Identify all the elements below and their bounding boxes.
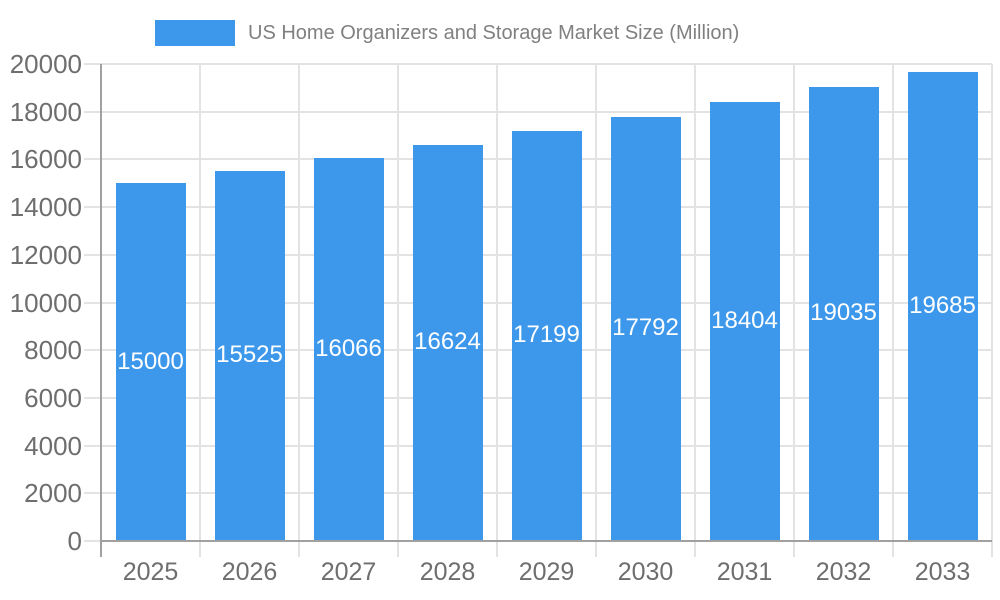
bar-2029[interactable]: 17199 (511, 130, 582, 540)
x-axis-tick (694, 541, 696, 557)
gridline-vertical (298, 64, 300, 541)
bar-value-label: 19035 (810, 299, 877, 327)
x-axis-tick (892, 541, 894, 557)
x-axis-tick (199, 541, 201, 557)
gridline-vertical (991, 64, 993, 541)
x-axis-tick (793, 541, 795, 557)
bar-2031[interactable]: 18404 (709, 102, 780, 540)
x-axis-label: 2028 (419, 558, 476, 586)
x-axis-label: 2030 (617, 558, 674, 586)
gridline-vertical (397, 64, 399, 541)
x-axis-tick (991, 541, 993, 557)
bar-value-label: 17199 (513, 321, 580, 349)
x-axis-tick (397, 541, 399, 557)
x-axis-label: 2032 (815, 558, 872, 586)
bar-2028[interactable]: 16624 (412, 144, 483, 540)
x-axis-label: 2031 (716, 558, 773, 586)
bar-2027[interactable]: 16066 (313, 157, 384, 540)
y-axis-tick (84, 540, 101, 542)
gridline-vertical (694, 64, 696, 541)
x-axis-label: 2029 (518, 558, 575, 586)
legend-item[interactable]: US Home Organizers and Storage Market Si… (155, 19, 739, 47)
x-axis-label: 2026 (221, 558, 278, 586)
x-axis-label: 2027 (320, 558, 377, 586)
bar-2025[interactable]: 15000 (115, 183, 186, 540)
bar-value-label: 19685 (909, 291, 976, 319)
x-axis-label: 2033 (914, 558, 971, 586)
y-axis-label: 6000 (24, 382, 82, 413)
bar-value-label: 17792 (612, 314, 679, 342)
y-axis-label: 8000 (24, 335, 82, 366)
y-axis-label: 2000 (24, 478, 82, 509)
bar-value-label: 15000 (117, 347, 184, 375)
bar-value-label: 16624 (414, 328, 481, 356)
bar-2032[interactable]: 19035 (808, 87, 879, 540)
x-axis-line (101, 540, 992, 542)
y-axis-label: 20000 (9, 49, 82, 79)
gridline-vertical (595, 64, 597, 541)
bar-value-label: 18404 (711, 307, 778, 335)
y-axis-label: 0 (67, 526, 82, 556)
y-axis-label: 10000 (9, 287, 82, 318)
legend-label: US Home Organizers and Storage Market Si… (248, 21, 740, 44)
x-axis-tick (298, 541, 300, 557)
y-axis-label: 14000 (9, 192, 82, 223)
x-axis-label: 2025 (122, 558, 179, 586)
gridline-vertical (199, 64, 201, 541)
bar-2026[interactable]: 15525 (214, 170, 285, 540)
gridline-vertical (496, 64, 498, 541)
x-axis-tick (595, 541, 597, 557)
y-axis-label: 18000 (9, 96, 82, 127)
bar-2033[interactable]: 19685 (907, 71, 978, 540)
y-axis-label: 4000 (24, 430, 82, 461)
y-axis-line (100, 64, 102, 557)
y-axis-label: 16000 (9, 144, 82, 175)
legend-swatch (155, 20, 235, 46)
bar-value-label: 16066 (315, 334, 382, 362)
gridline-horizontal (84, 63, 992, 65)
gridline-vertical (892, 64, 894, 541)
bar-2030[interactable]: 17792 (610, 116, 681, 540)
x-axis-tick (496, 541, 498, 557)
gridline-vertical (793, 64, 795, 541)
bar-value-label: 15525 (216, 341, 283, 369)
y-axis-label: 12000 (9, 239, 82, 270)
gridline-horizontal (84, 110, 992, 113)
